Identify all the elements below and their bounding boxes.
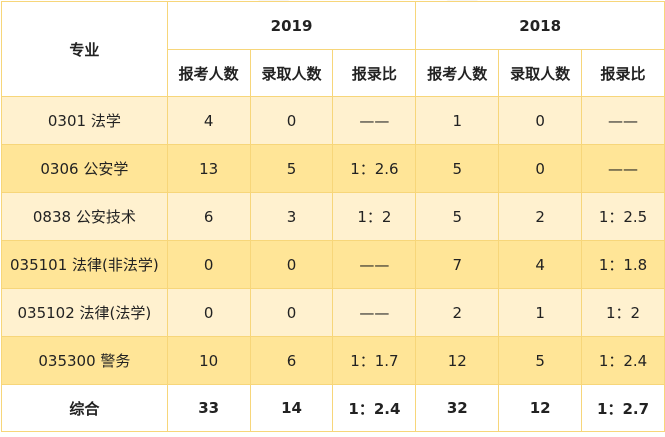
table-row: 035101 法律(非法学) 0 0 —— 7 4 1：1.8 [1, 240, 665, 289]
cell-major: 综合 [1, 384, 168, 432]
cell-2019-applied: 0 [166, 240, 251, 289]
cell-2018-admitted: 0 [498, 144, 583, 193]
cell-2018-applied: 5 [415, 144, 500, 193]
table-row: 0306 公安学 13 5 1：2.6 5 0 —— [1, 144, 665, 193]
cell-2018-ratio: 1：1.8 [581, 240, 665, 289]
cell-2019-admitted: 5 [249, 144, 334, 193]
cell-2019-admitted: 14 [249, 384, 334, 432]
cell-2019-applied: 33 [166, 384, 251, 432]
cell-2018-applied: 12 [415, 336, 500, 385]
cell-2019-admitted: 6 [249, 336, 334, 385]
cell-major: 035101 法律(非法学) [1, 240, 168, 289]
cell-major: 035102 法律(法学) [1, 288, 168, 337]
header-major: 专业 [1, 1, 168, 97]
header-2019-applied: 报考人数 [166, 49, 251, 97]
table-row: 0301 法学 4 0 —— 1 0 —— [1, 96, 665, 145]
table-row: 035102 法律(法学) 0 0 —— 2 1 1：2 [1, 288, 665, 337]
total-row: 综合 33 14 1：2.4 32 12 1：2.7 [1, 384, 665, 432]
cell-2018-ratio: —— [581, 144, 665, 193]
cell-2018-ratio: 1：2.7 [581, 384, 665, 432]
header-year-2018: 2018 [415, 1, 665, 50]
cell-2019-applied: 13 [166, 144, 251, 193]
cell-2019-ratio: 1：2.4 [332, 384, 417, 432]
cell-2018-applied: 1 [415, 96, 500, 145]
cell-2018-applied: 7 [415, 240, 500, 289]
cell-2018-admitted: 2 [498, 192, 583, 241]
cell-2018-ratio: —— [581, 96, 665, 145]
header-2019-admitted: 录取人数 [249, 49, 334, 97]
header-2018-applied: 报考人数 [415, 49, 500, 97]
cell-2018-admitted: 4 [498, 240, 583, 289]
header-2019-ratio: 报录比 [332, 49, 417, 97]
cell-2019-admitted: 3 [249, 192, 334, 241]
cell-2018-applied: 32 [415, 384, 500, 432]
cell-major: 0838 公安技术 [1, 192, 168, 241]
table-row: 0838 公安技术 6 3 1：2 5 2 1：2.5 [1, 192, 665, 241]
cell-2019-ratio: 1：2.6 [332, 144, 417, 193]
cell-major: 0301 法学 [1, 96, 168, 145]
cell-2018-applied: 2 [415, 288, 500, 337]
cell-2019-admitted: 0 [249, 240, 334, 289]
cell-2019-ratio: —— [332, 288, 417, 337]
cell-2018-ratio: 1：2.4 [581, 336, 665, 385]
table-row: 035300 警务 10 6 1：1.7 12 5 1：2.4 [1, 336, 665, 385]
cell-2018-ratio: 1：2.5 [581, 192, 665, 241]
header-year-2019: 2019 [166, 1, 417, 50]
cell-2018-applied: 5 [415, 192, 500, 241]
cell-2019-admitted: 0 [249, 288, 334, 337]
cell-2018-ratio: 1：2 [581, 288, 665, 337]
cell-2018-admitted: 5 [498, 336, 583, 385]
cell-2019-applied: 4 [166, 96, 251, 145]
cell-2019-admitted: 0 [249, 96, 334, 145]
cell-2018-admitted: 1 [498, 288, 583, 337]
cell-2019-applied: 6 [166, 192, 251, 241]
cell-major: 0306 公安学 [1, 144, 168, 193]
cell-2019-ratio: —— [332, 96, 417, 145]
cell-2019-ratio: 1：2 [332, 192, 417, 241]
cell-2018-admitted: 0 [498, 96, 583, 145]
header-2018-admitted: 录取人数 [498, 49, 583, 97]
cell-2018-admitted: 12 [498, 384, 583, 432]
cell-2019-applied: 0 [166, 288, 251, 337]
cell-2019-ratio: —— [332, 240, 417, 289]
cell-2019-ratio: 1：1.7 [332, 336, 417, 385]
header-2018-ratio: 报录比 [581, 49, 665, 97]
cell-major: 035300 警务 [1, 336, 168, 385]
cell-2019-applied: 10 [166, 336, 251, 385]
